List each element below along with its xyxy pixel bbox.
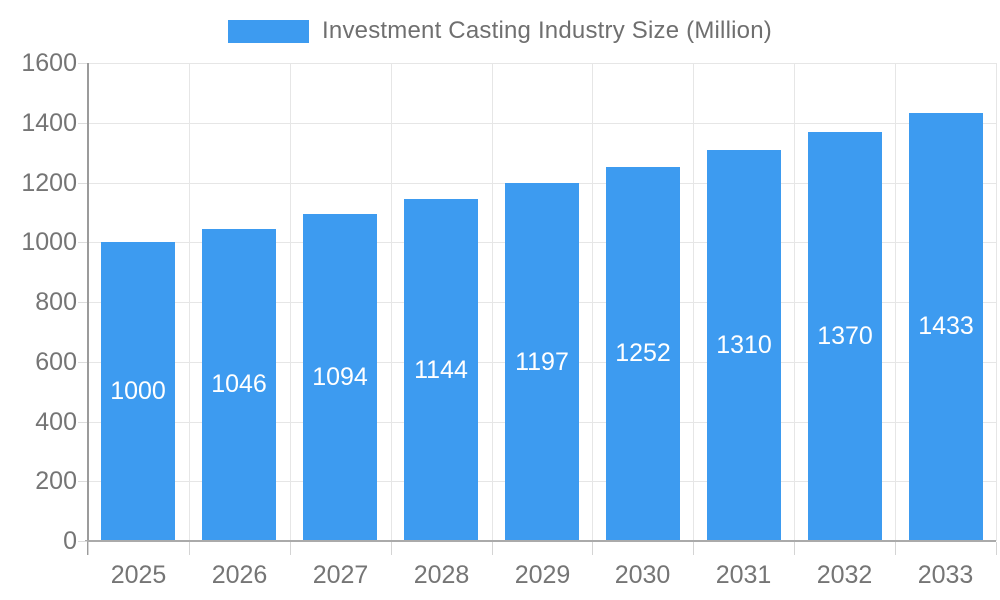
bar-2026[interactable]: 1046 <box>202 228 276 541</box>
v-gridline <box>895 63 896 541</box>
bar-2032[interactable]: 1370 <box>808 131 882 541</box>
y-axis-tick <box>78 302 87 303</box>
x-axis-tick <box>794 542 795 555</box>
bar-2025[interactable]: 1000 <box>101 242 175 541</box>
y-axis-tick <box>78 481 87 483</box>
y-axis-tick <box>78 122 87 124</box>
bar-2029[interactable]: 1197 <box>505 183 579 541</box>
y-axis-tick-label: 1400 <box>21 108 77 137</box>
bar-2027[interactable]: 1094 <box>303 214 377 541</box>
x-axis-tick <box>391 542 392 555</box>
v-gridline <box>592 63 593 541</box>
x-axis-tick <box>592 542 593 555</box>
x-axis-tick <box>88 542 89 555</box>
legend-swatch <box>228 19 310 43</box>
y-axis-tick-label: 200 <box>35 467 77 496</box>
x-axis-category-label: 2028 <box>413 561 470 589</box>
bar-2031[interactable]: 1310 <box>707 149 781 541</box>
bar-value-label: 1046 <box>211 370 267 399</box>
x-axis-category-label: 2032 <box>816 561 873 589</box>
v-gridline <box>189 63 190 541</box>
x-axis-tick <box>895 542 896 555</box>
bar-2033[interactable]: 1433 <box>909 112 983 541</box>
x-axis-category-label: 2031 <box>715 561 772 589</box>
bar-value-label: 1000 <box>110 377 166 406</box>
bar-value-label: 1370 <box>817 321 873 350</box>
y-axis-tick <box>78 421 87 423</box>
y-axis-tick-label: 600 <box>35 347 77 376</box>
y-axis-tick <box>78 182 87 184</box>
plot-area: 1000 1046 1094 1144 1197 1252 1310 1370 1433 <box>88 63 997 541</box>
h-gridline <box>88 122 996 124</box>
x-axis-category-label: 2030 <box>614 561 671 589</box>
x-axis-tick <box>996 542 997 555</box>
y-axis-tick-label: 0 <box>63 527 77 555</box>
bar-value-label: 1252 <box>615 339 671 368</box>
bar-value-label: 1310 <box>716 330 772 359</box>
y-axis-tick <box>78 63 87 64</box>
y-axis-tick <box>78 242 87 244</box>
bar-2030[interactable]: 1252 <box>606 166 680 541</box>
v-gridline <box>794 63 795 541</box>
v-gridline <box>290 63 291 541</box>
bar-value-label: 1144 <box>414 355 468 384</box>
legend-label: Investment Casting Industry Size (Millio… <box>322 17 772 44</box>
y-axis-tick-label: 1000 <box>21 228 77 257</box>
x-axis-tick <box>189 542 190 555</box>
legend-item[interactable]: Investment Casting Industry Size (Millio… <box>0 17 1000 45</box>
x-axis-category-label: 2027 <box>312 561 369 589</box>
y-axis-line <box>87 63 89 555</box>
x-axis-line <box>85 540 996 542</box>
x-axis-tick <box>492 542 493 555</box>
v-gridline <box>492 63 493 541</box>
y-axis-tick <box>78 361 87 363</box>
y-axis-tick-label: 1600 <box>21 49 77 77</box>
h-gridline <box>88 63 996 64</box>
x-axis-category-label: 2026 <box>211 561 268 589</box>
bar-value-label: 1197 <box>515 347 569 376</box>
x-axis-tick <box>693 542 694 555</box>
v-gridline <box>996 63 997 541</box>
h-gridline <box>88 182 996 184</box>
y-axis-tick-label: 1200 <box>21 168 77 197</box>
y-axis-tick-label: 400 <box>35 407 77 436</box>
bar-value-label: 1433 <box>918 312 974 341</box>
x-axis-category-label: 2033 <box>917 561 974 589</box>
x-axis-category-label: 2025 <box>110 561 167 589</box>
x-axis-tick <box>290 542 291 555</box>
y-axis-tick-label: 800 <box>35 288 77 316</box>
y-axis-tick <box>78 541 87 542</box>
bar-value-label: 1094 <box>312 363 368 392</box>
v-gridline <box>693 63 694 541</box>
bar-2028[interactable]: 1144 <box>404 199 478 541</box>
x-axis-category-label: 2029 <box>514 561 571 589</box>
v-gridline <box>391 63 392 541</box>
